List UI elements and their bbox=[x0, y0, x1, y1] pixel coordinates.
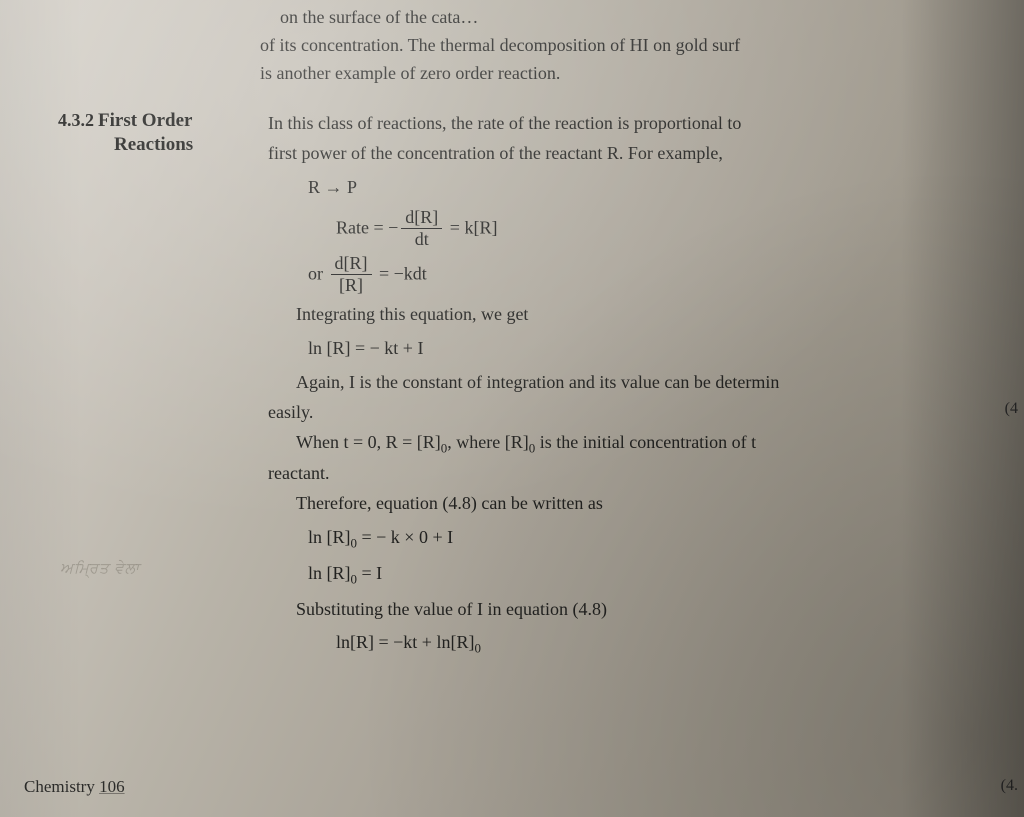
eq-sep-rhs: = −kdt bbox=[375, 264, 427, 284]
eq-rate-frac: d[R]dt bbox=[401, 208, 442, 249]
page-watermark: ਅਮ੍ਰਿਤ ਵੇਲਾ bbox=[60, 560, 140, 578]
eq-rate-lhs: Rate = − bbox=[336, 217, 398, 237]
eq-rate-rhs: = k[R] bbox=[445, 217, 497, 237]
section-4-3-2: 4.3.2 First Order Reactions In this clas… bbox=[58, 110, 1004, 665]
eq-reaction: R → P bbox=[308, 174, 1004, 202]
easily: easily. bbox=[268, 399, 1004, 427]
footer-page: 106 bbox=[99, 777, 125, 796]
eq-or: or bbox=[308, 264, 328, 284]
when-t0-b: , where [R] bbox=[447, 432, 528, 452]
eq-lnR0: ln [R]0 = − k × 0 + I bbox=[308, 524, 1004, 554]
eq-rate-frac-num: d[R] bbox=[401, 208, 442, 229]
eq-separated: or d[R][R] = −kdt bbox=[308, 254, 1004, 295]
frag-line1: on the surface of the cata… bbox=[280, 7, 478, 27]
section-number: 4.3.2 bbox=[58, 110, 94, 130]
eq-lnR0-b: = − k × 0 + I bbox=[357, 527, 453, 547]
eq-lnR0-c: ln [R] bbox=[308, 563, 351, 583]
eq-rate-frac-den: dt bbox=[401, 229, 442, 249]
eq-lnR: ln [R] = − kt + I bbox=[308, 335, 1004, 363]
frag-line2a: of its concentration. The thermal decomp… bbox=[260, 35, 728, 55]
section-title-2: Reactions bbox=[114, 134, 258, 156]
top-fragment: on the surface of the cata… of its conce… bbox=[260, 4, 994, 88]
intro-line-b: first power of the concentration of the … bbox=[268, 140, 1004, 168]
eq-sep-frac-num: d[R] bbox=[331, 254, 372, 275]
eq-lnR0-d: = I bbox=[357, 563, 382, 583]
reactant-line: reactant. bbox=[268, 460, 1004, 488]
when-t0-c: is the initial concentration of t bbox=[535, 432, 756, 452]
section-body: In this class of reactions, the rate of … bbox=[268, 110, 1004, 659]
when-t0: When t = 0, R = [R]0, where [R]0 is the … bbox=[268, 429, 1004, 459]
frag-line3: is another example of zero order reactio… bbox=[260, 63, 560, 83]
page-footer: Chemistry 106 bbox=[24, 777, 125, 797]
integrating-line: Integrating this equation, we get bbox=[268, 301, 1004, 329]
section-title-1: First Order bbox=[98, 110, 192, 131]
eqnum-bottom-fragment: (4. bbox=[1001, 777, 1018, 795]
frag-line2b: rf bbox=[728, 35, 740, 55]
eq-rate: Rate = −d[R]dt = k[R] bbox=[336, 208, 1004, 249]
intro-line-a: In this class of reactions, the rate of … bbox=[268, 110, 1004, 138]
footer-label: Chemistry bbox=[24, 777, 95, 796]
eqnum-48-fragment: (4 bbox=[1005, 400, 1018, 418]
when-t0-a: When t = 0, R = [R] bbox=[296, 432, 441, 452]
substituting-line: Substituting the value of I in equation … bbox=[268, 596, 1004, 624]
eq-lnR0-simplified: ln [R]0 = I bbox=[308, 560, 1004, 590]
therefore-line: Therefore, equation (4.8) can be written… bbox=[268, 490, 1004, 518]
eq-final-a: ln[R] = −kt + ln[R] bbox=[336, 632, 474, 652]
eq-final: ln[R] = −kt + ln[R]0 bbox=[336, 629, 1004, 659]
again-I: Again, I is the constant of integration … bbox=[268, 369, 1004, 397]
eq-sep-frac-den: [R] bbox=[331, 275, 372, 295]
section-side-heading: 4.3.2 First Order Reactions bbox=[58, 110, 258, 156]
eq-lnR0-a: ln [R] bbox=[308, 527, 351, 547]
textbook-page: on the surface of the cata… of its conce… bbox=[0, 0, 1024, 817]
eq-final-sub: 0 bbox=[474, 641, 480, 656]
eq-sep-frac: d[R][R] bbox=[331, 254, 372, 295]
again-I-text: Again, I is the constant of integration … bbox=[296, 372, 779, 392]
